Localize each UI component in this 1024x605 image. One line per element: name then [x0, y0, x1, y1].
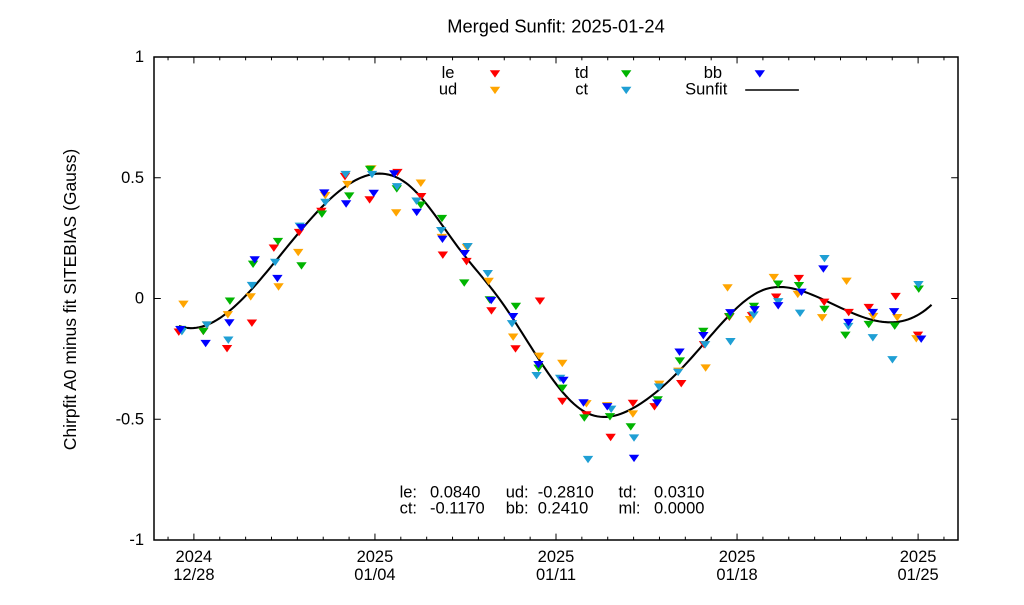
- svg-text:2024: 2024: [176, 548, 213, 566]
- svg-text:2025: 2025: [719, 548, 756, 566]
- svg-text:1: 1: [135, 48, 144, 66]
- svg-text:0: 0: [135, 290, 144, 308]
- svg-text:01/18: 01/18: [716, 566, 757, 584]
- svg-text:0.0000: 0.0000: [654, 500, 704, 518]
- svg-text:01/04: 01/04: [354, 566, 395, 584]
- svg-text:2025: 2025: [357, 548, 394, 566]
- svg-text:01/11: 01/11: [536, 566, 576, 584]
- svg-text:ml:: ml:: [619, 500, 641, 518]
- svg-text:le: le: [442, 64, 455, 82]
- svg-text:01/25: 01/25: [897, 566, 938, 584]
- svg-text:-0.1170: -0.1170: [430, 500, 485, 518]
- svg-text:ct: ct: [575, 81, 588, 99]
- svg-text:Merged Sunfit: 2025-01-24: Merged Sunfit: 2025-01-24: [447, 16, 664, 37]
- svg-text:Sunfit: Sunfit: [685, 81, 728, 99]
- svg-text:0.2410: 0.2410: [538, 500, 588, 518]
- svg-text:-1: -1: [129, 531, 144, 549]
- svg-text:2025: 2025: [900, 548, 937, 566]
- svg-text:0.5: 0.5: [121, 169, 144, 187]
- svg-text:-0.5: -0.5: [116, 410, 144, 428]
- svg-text:bb:: bb:: [506, 500, 529, 518]
- svg-text:12/28: 12/28: [173, 566, 214, 584]
- svg-text:Chirpfit A0 minus fit SITEBIAS: Chirpfit A0 minus fit SITEBIAS (Gauss): [60, 149, 80, 450]
- svg-text:ct:: ct:: [400, 500, 417, 518]
- svg-text:bb: bb: [704, 64, 722, 82]
- svg-text:td: td: [575, 64, 589, 82]
- svg-text:2025: 2025: [538, 548, 575, 566]
- svg-text:ud: ud: [439, 81, 457, 99]
